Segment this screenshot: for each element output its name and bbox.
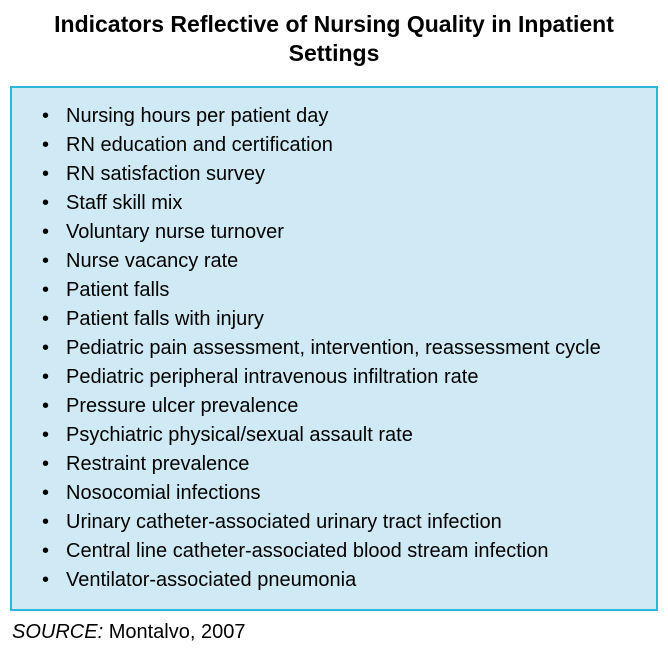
list-item: Pediatric pain assessment, intervention,… bbox=[42, 334, 638, 363]
list-item: Pressure ulcer prevalence bbox=[42, 392, 638, 421]
list-item: Voluntary nurse turnover bbox=[42, 218, 638, 247]
source-line: SOURCE: Montalvo, 2007 bbox=[10, 621, 658, 644]
table-title: Indicators Reflective of Nursing Quality… bbox=[54, 10, 614, 68]
list-item: Staff skill mix bbox=[42, 189, 638, 218]
list-item: Patient falls with injury bbox=[42, 305, 638, 334]
list-item: Nosocomial infections bbox=[42, 479, 638, 508]
source-label: SOURCE: bbox=[12, 621, 103, 643]
list-item: RN satisfaction survey bbox=[42, 160, 638, 189]
list-item: Psychiatric physical/sexual assault rate bbox=[42, 421, 638, 450]
list-item: RN education and certification bbox=[42, 131, 638, 160]
source-value: Montalvo, 2007 bbox=[109, 621, 246, 643]
list-item: Nursing hours per patient day bbox=[42, 102, 638, 131]
indicators-list: Nursing hours per patient day RN educati… bbox=[42, 102, 638, 595]
list-item: Urinary catheter-associated urinary trac… bbox=[42, 508, 638, 537]
list-item: Nurse vacancy rate bbox=[42, 247, 638, 276]
list-item: Ventilator-associated pneumonia bbox=[42, 566, 638, 595]
list-item: Patient falls bbox=[42, 276, 638, 305]
list-item: Pediatric peripheral intravenous infiltr… bbox=[42, 363, 638, 392]
indicators-box: Nursing hours per patient day RN educati… bbox=[10, 86, 658, 611]
list-item: Central line catheter-associated blood s… bbox=[42, 537, 638, 566]
list-item: Restraint prevalence bbox=[42, 450, 638, 479]
